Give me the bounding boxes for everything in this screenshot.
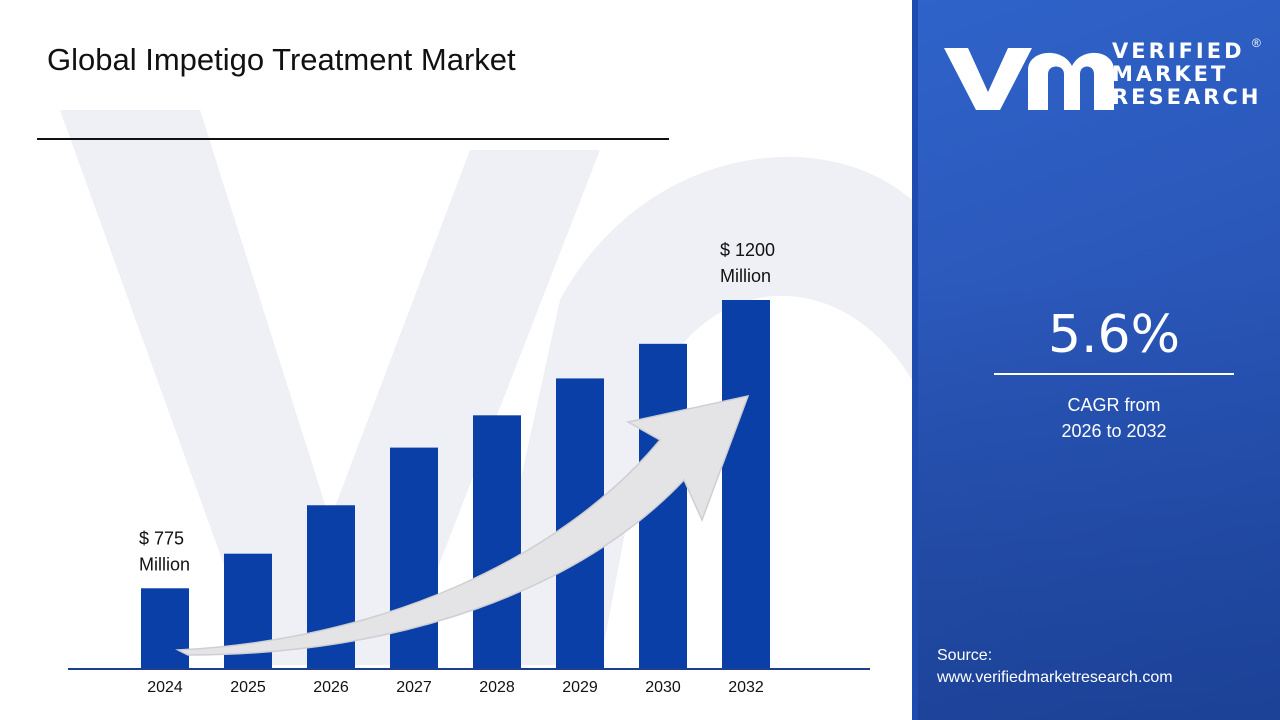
brand-line-1: VERIFIED xyxy=(1112,39,1245,63)
brand-name: VERIFIED MARKET RESEARCH xyxy=(1112,40,1261,109)
tick-label-2024: 2024 xyxy=(147,679,183,696)
tick-label-2025: 2025 xyxy=(230,679,266,696)
info-panel: VERIFIED MARKET RESEARCH ® 5.6% CAGR fro… xyxy=(912,0,1280,720)
annotation-2024-line-2: Million xyxy=(139,554,190,574)
bar-2028 xyxy=(473,415,521,669)
cagr-label: CAGR from 2026 to 2032 xyxy=(994,392,1234,444)
bar-2027 xyxy=(390,447,438,669)
annotation-2024-line-1: $ 775 xyxy=(139,528,184,548)
brand-line-3: RESEARCH xyxy=(1112,85,1262,109)
data-annotations: $ 775 Million $ 1200 Million xyxy=(139,240,775,574)
bar-2032 xyxy=(722,300,770,669)
title-underline xyxy=(37,138,669,140)
bar-2024 xyxy=(141,588,189,669)
chart-area: 2024 2025 2026 2027 2028 2029 2030 2032 $ 775 Mi… xyxy=(37,42,912,696)
annotation-2032-line-2: Million xyxy=(720,266,771,286)
bars-group xyxy=(141,300,770,669)
panel-photo-shade xyxy=(912,280,1280,720)
tick-label-2032: 2032 xyxy=(728,679,764,696)
tick-label-2027: 2027 xyxy=(396,679,432,696)
brand-line-2: MARKET xyxy=(1112,62,1229,86)
source-url[interactable]: www.verifiedmarketresearch.com xyxy=(937,669,1173,686)
panel-edge xyxy=(912,0,918,720)
x-tick-labels: 2024 2025 2026 2027 2028 2029 2030 2032 xyxy=(147,679,764,696)
source-label: Source: xyxy=(937,647,993,664)
tick-label-2030: 2030 xyxy=(645,679,681,696)
tick-label-2028: 2028 xyxy=(479,679,515,696)
vmr-logo-icon xyxy=(944,48,1114,110)
page-title: Global Impetigo Treatment Market xyxy=(47,42,516,77)
tick-label-2029: 2029 xyxy=(562,679,598,696)
cagr-value: 5.6% xyxy=(1047,305,1181,365)
bar-chart: 2024 2025 2026 2027 2028 2029 2030 2032 $ 775 Mi… xyxy=(60,110,912,696)
cagr-label-line-2: 2026 to 2032 xyxy=(1061,421,1167,441)
annotation-2032-line-1: $ 1200 xyxy=(720,240,775,260)
tick-label-2026: 2026 xyxy=(313,679,349,696)
cagr-label-line-1: CAGR from xyxy=(1067,395,1161,415)
cagr-divider xyxy=(994,373,1234,375)
registered-mark: ® xyxy=(1252,36,1261,50)
trend-arrow xyxy=(175,394,750,656)
